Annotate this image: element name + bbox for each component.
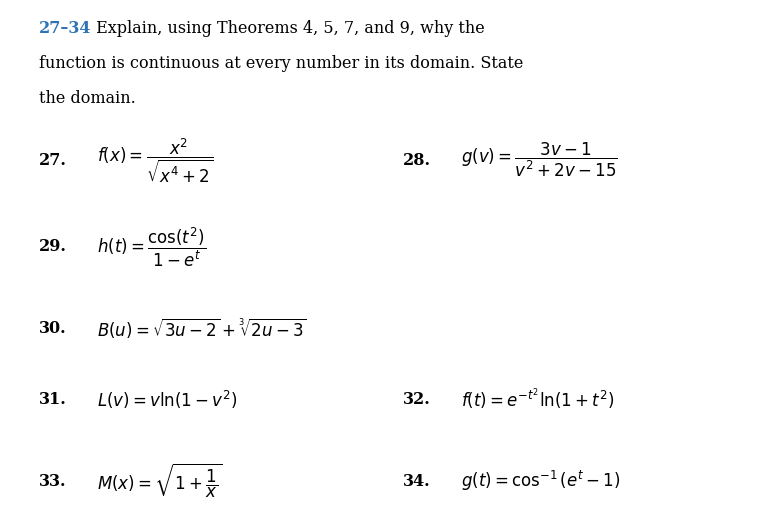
Text: $M(x) = \sqrt{1+\dfrac{1}{x}}$: $M(x) = \sqrt{1+\dfrac{1}{x}}$ xyxy=(97,462,222,500)
Text: $B(u) = \sqrt{3u-2} + \sqrt[3]{2u-3}$: $B(u) = \sqrt{3u-2} + \sqrt[3]{2u-3}$ xyxy=(97,316,307,341)
Text: Explain, using Theorems 4, 5, 7, and 9, why the: Explain, using Theorems 4, 5, 7, and 9, … xyxy=(91,20,485,37)
Text: $g(v) = \dfrac{3v-1}{v^2+2v-15}$: $g(v) = \dfrac{3v-1}{v^2+2v-15}$ xyxy=(461,141,617,180)
Text: 31.: 31. xyxy=(39,391,67,408)
Text: 27.: 27. xyxy=(39,152,67,169)
Text: function is continuous at every number in its domain. State: function is continuous at every number i… xyxy=(39,55,523,72)
Text: 34.: 34. xyxy=(402,472,430,490)
Text: 30.: 30. xyxy=(39,320,67,337)
Text: $g(t) = \cos^{-1}(e^t-1)$: $g(t) = \cos^{-1}(e^t-1)$ xyxy=(461,469,620,493)
Text: 27–34: 27–34 xyxy=(39,20,91,37)
Text: $f(x) = \dfrac{x^2}{\sqrt{x^4+2}}$: $f(x) = \dfrac{x^2}{\sqrt{x^4+2}}$ xyxy=(97,136,213,185)
Text: 33.: 33. xyxy=(39,472,67,490)
Text: $f(t) = e^{-t^2}\ln(1+t^2)$: $f(t) = e^{-t^2}\ln(1+t^2)$ xyxy=(461,387,614,412)
Text: $h(t) = \dfrac{\cos(t^2)}{1-e^t}$: $h(t) = \dfrac{\cos(t^2)}{1-e^t}$ xyxy=(97,225,206,269)
Text: the domain.: the domain. xyxy=(39,90,135,106)
Text: 29.: 29. xyxy=(39,238,67,256)
Text: 28.: 28. xyxy=(402,152,430,169)
Text: $L(v) = v\ln(1-v^2)$: $L(v) = v\ln(1-v^2)$ xyxy=(97,388,238,411)
Text: 32.: 32. xyxy=(402,391,430,408)
